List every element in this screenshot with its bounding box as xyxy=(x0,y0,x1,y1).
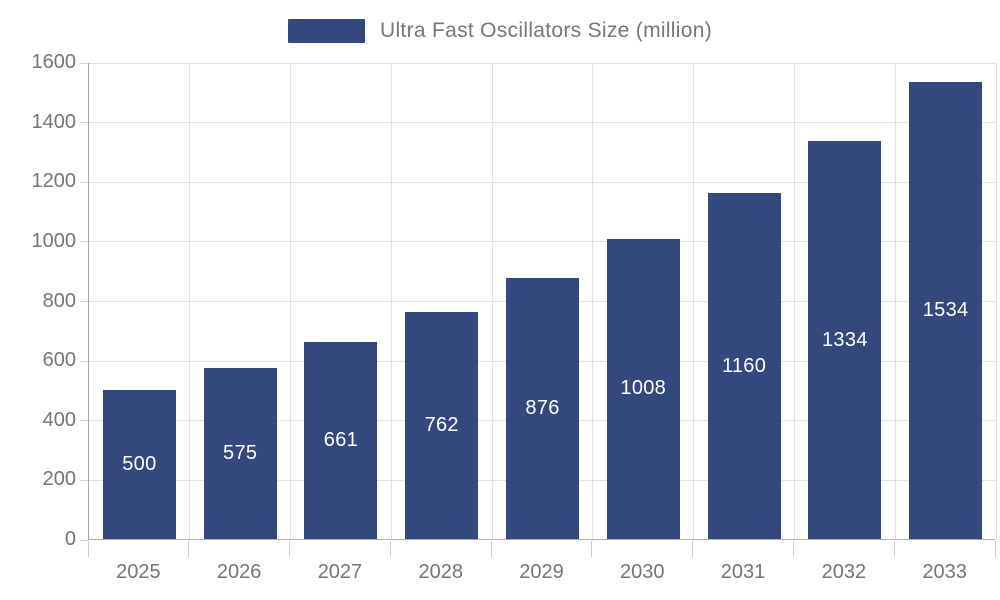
y-axis-label: 0 xyxy=(64,528,76,550)
x-axis-label: 2028 xyxy=(418,561,463,583)
x-axis-tick xyxy=(692,541,694,557)
y-axis-tick xyxy=(80,479,88,481)
legend[interactable]: Ultra Fast Oscillators Size (million) xyxy=(0,19,1000,43)
bar-value-label: 762 xyxy=(424,413,459,436)
x-axis-tick xyxy=(188,541,190,557)
h-gridline xyxy=(89,62,995,64)
bar-2025[interactable]: 500 xyxy=(102,389,176,539)
h-gridline xyxy=(89,181,995,183)
v-gridline xyxy=(693,63,695,539)
v-gridline xyxy=(995,63,997,539)
y-axis-label: 1200 xyxy=(31,170,77,193)
legend-label: Ultra Fast Oscillators Size (million) xyxy=(380,19,712,42)
h-gridline xyxy=(89,122,995,124)
y-axis-tick xyxy=(80,181,88,183)
x-axis-label: 2032 xyxy=(821,561,867,583)
bar-value-label: 876 xyxy=(525,396,560,419)
x-axis-label: 2033 xyxy=(922,561,967,583)
x-axis-label: 2025 xyxy=(116,561,161,583)
y-axis-tick xyxy=(80,301,88,302)
x-axis-tick xyxy=(994,541,996,557)
y-axis-tick xyxy=(80,360,88,362)
bar-value-label: 575 xyxy=(223,441,258,464)
x-axis-tick xyxy=(289,541,291,557)
v-gridline xyxy=(894,63,896,539)
h-gridline xyxy=(89,241,995,243)
y-axis-tick xyxy=(80,241,88,243)
v-gridline xyxy=(290,63,292,539)
y-axis-tick xyxy=(80,420,88,422)
bar-value-label: 1008 xyxy=(620,377,667,400)
x-axis-label: 2030 xyxy=(620,561,665,583)
bar-value-label: 661 xyxy=(323,428,359,451)
bar-value-label: 1534 xyxy=(922,298,969,321)
bar-2028[interactable]: 762 xyxy=(405,311,479,539)
y-axis-label: 800 xyxy=(42,289,76,312)
y-axis-label: 1400 xyxy=(31,110,77,133)
v-gridline xyxy=(793,63,795,539)
x-axis-tick xyxy=(490,541,492,557)
bar-2026[interactable]: 575 xyxy=(203,367,277,539)
bar-2027[interactable]: 661 xyxy=(304,341,378,539)
y-axis-label: 200 xyxy=(42,468,76,491)
v-gridline xyxy=(390,63,392,539)
bar-value-label: 1334 xyxy=(821,328,868,351)
x-axis-label: 2031 xyxy=(720,561,766,583)
v-gridline xyxy=(189,63,191,539)
y-axis-tick xyxy=(80,62,88,64)
x-axis-label: 2029 xyxy=(519,561,564,583)
x-axis-tick xyxy=(792,541,794,557)
x-axis-label: 2026 xyxy=(216,561,262,583)
bar-value-label: 1160 xyxy=(721,354,767,377)
x-axis-tick xyxy=(389,541,391,557)
x-axis-tick xyxy=(87,541,89,557)
x-axis-tick xyxy=(893,541,895,557)
bar-2031[interactable]: 1160 xyxy=(707,193,781,539)
bar-value-label: 500 xyxy=(122,452,157,475)
x-axis-label: 2027 xyxy=(317,561,363,583)
bar-2029[interactable]: 876 xyxy=(506,277,579,539)
v-gridline xyxy=(592,63,594,539)
bar-2032[interactable]: 1334 xyxy=(808,141,882,539)
v-gridline xyxy=(491,63,493,539)
x-axis-tick xyxy=(591,541,593,557)
y-axis-label: 600 xyxy=(42,349,76,372)
bar-2033[interactable]: 1534 xyxy=(909,81,983,539)
plot-area: 500 575 661 762 876 1008 1160 1334 1534 xyxy=(88,62,997,540)
y-axis-tick xyxy=(80,122,88,124)
bar-2030[interactable]: 1008 xyxy=(606,238,680,539)
legend-swatch-icon xyxy=(288,19,365,43)
y-axis-label: 1600 xyxy=(31,51,77,73)
y-axis-label: 400 xyxy=(42,408,76,431)
y-axis-tick xyxy=(80,539,88,541)
y-axis-label: 1000 xyxy=(31,229,77,252)
